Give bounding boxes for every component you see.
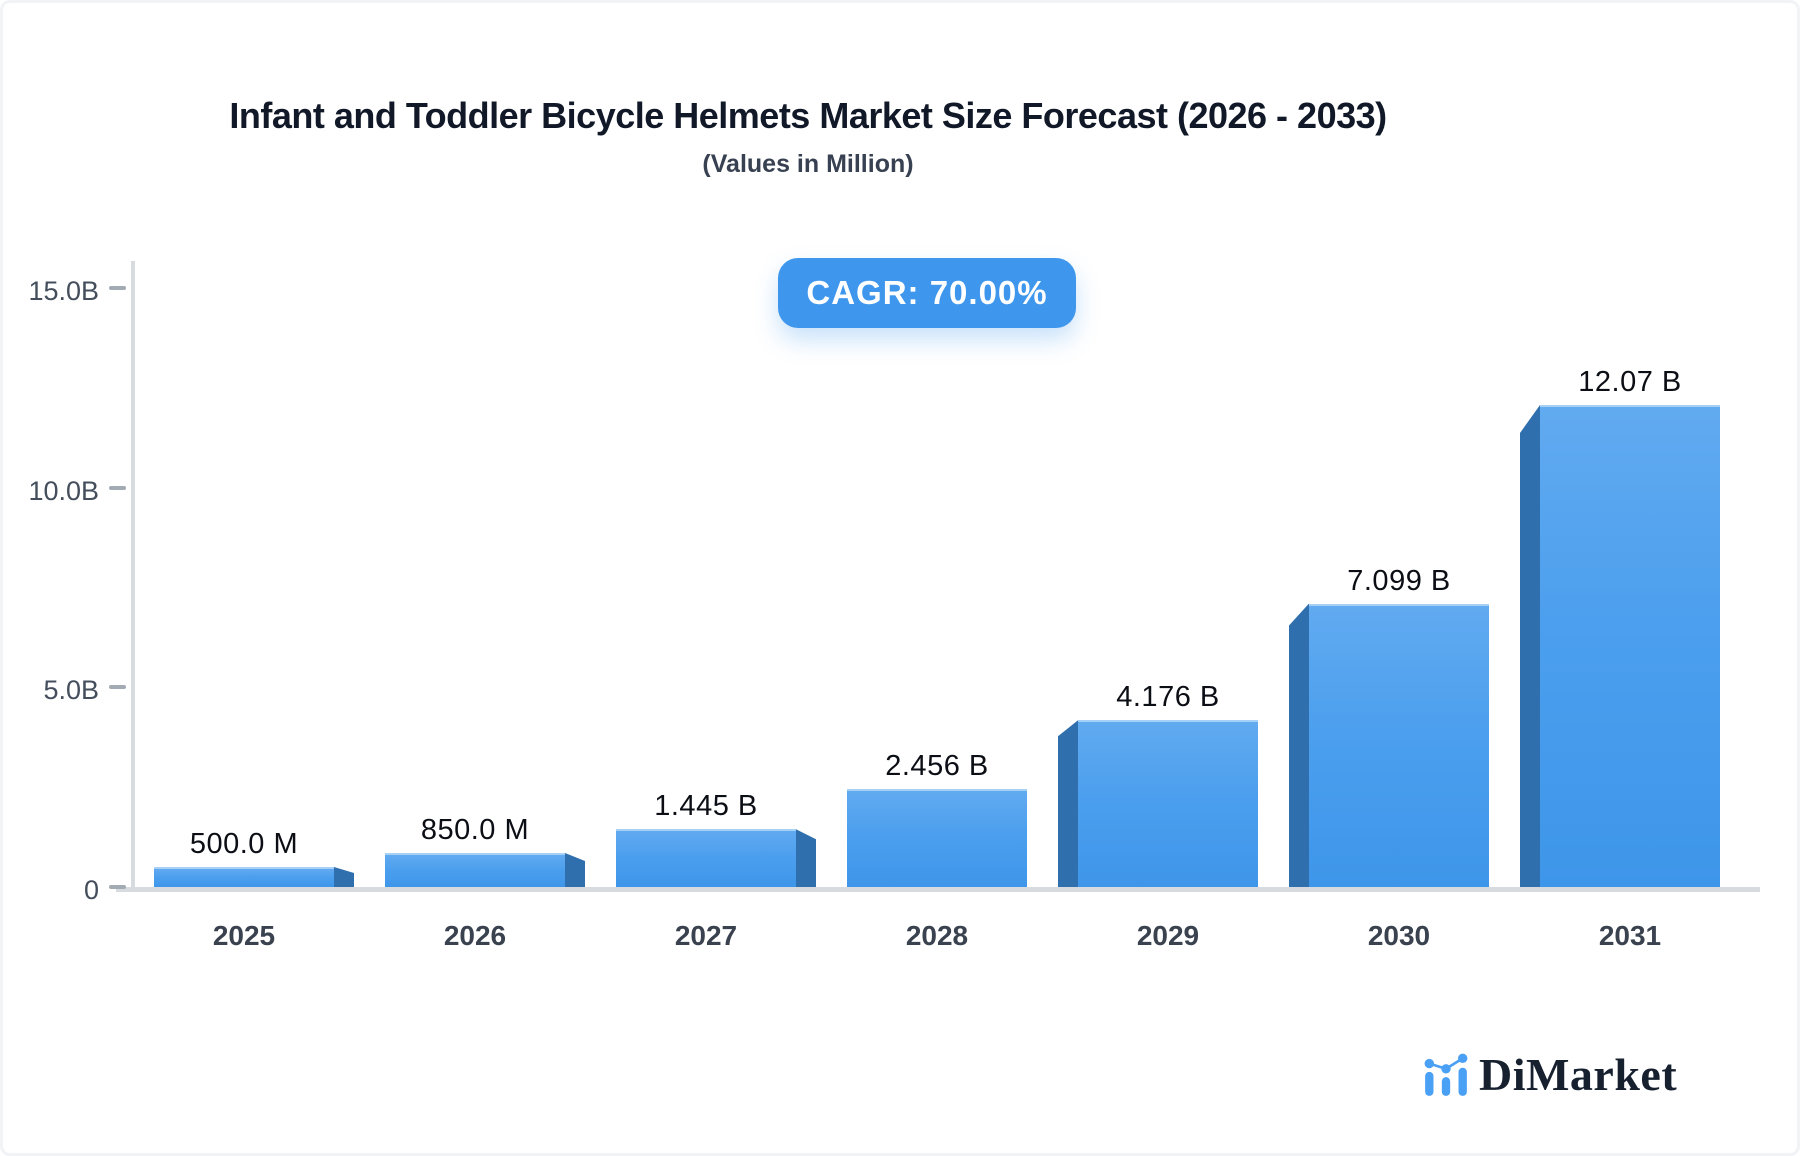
- bar-value-label: 4.176 B: [1116, 681, 1220, 714]
- bar-side-2029: [1058, 720, 1078, 887]
- x-tick-label-2028: 2028: [905, 920, 969, 951]
- y-tick-mark: [109, 885, 126, 889]
- y-tick-label: 5.0B: [43, 675, 99, 706]
- y-axis-line: [131, 261, 135, 891]
- logo-bar-chart-icon: [1424, 1053, 1468, 1096]
- x-axis-line: [116, 887, 1760, 892]
- dimarket-logo: DiMarket: [1423, 1039, 1753, 1109]
- y-tick-mark: [109, 485, 126, 490]
- bar-side-2030: [1289, 603, 1309, 887]
- bar-value-label: 850.0 M: [420, 814, 530, 847]
- bar-2030: [1309, 603, 1489, 887]
- x-tick-label-2029: 2029: [1136, 920, 1200, 951]
- y-tick-label: 15.0B: [28, 276, 99, 307]
- bar-value-label: 500.0 M: [189, 828, 299, 861]
- bar-value-label: 7.099 B: [1347, 564, 1451, 597]
- x-tick-label-2030: 2030: [1367, 920, 1431, 951]
- bar-2029: [1078, 720, 1258, 887]
- logo-text: DiMarket: [1479, 1048, 1678, 1100]
- bar-side-2026: [565, 853, 585, 887]
- bar-2028: [847, 788, 1027, 887]
- bar-2031: [1540, 405, 1720, 887]
- x-tick-label-2026: 2026: [443, 920, 507, 951]
- bar-2026: [385, 853, 565, 887]
- bar-side-2031: [1520, 405, 1540, 887]
- chart-subtitle: (Values in Million): [702, 150, 914, 178]
- x-tick-label-2027: 2027: [674, 920, 738, 951]
- y-tick-label: 0: [83, 875, 99, 905]
- bar-side-2027: [796, 829, 816, 887]
- x-tick-label-2025: 2025: [212, 920, 276, 951]
- y-tick-mark: [109, 286, 126, 291]
- bar-2027: [616, 829, 796, 887]
- bar-value-label: 2.456 B: [885, 749, 989, 782]
- bar-value-label: 1.445 B: [654, 790, 758, 823]
- chart-title: Infant and Toddler Bicycle Helmets Marke…: [229, 95, 1387, 136]
- y-tick-label: 10.0B: [28, 475, 99, 506]
- y-tick-mark: [109, 685, 126, 690]
- bar-2025: [154, 867, 334, 887]
- bar-side-2025: [334, 867, 354, 887]
- bar-value-label: 12.07 B: [1578, 366, 1682, 399]
- cagr-badge: CAGR: 70.00%: [778, 258, 1076, 328]
- x-tick-label-2031: 2031: [1598, 920, 1662, 951]
